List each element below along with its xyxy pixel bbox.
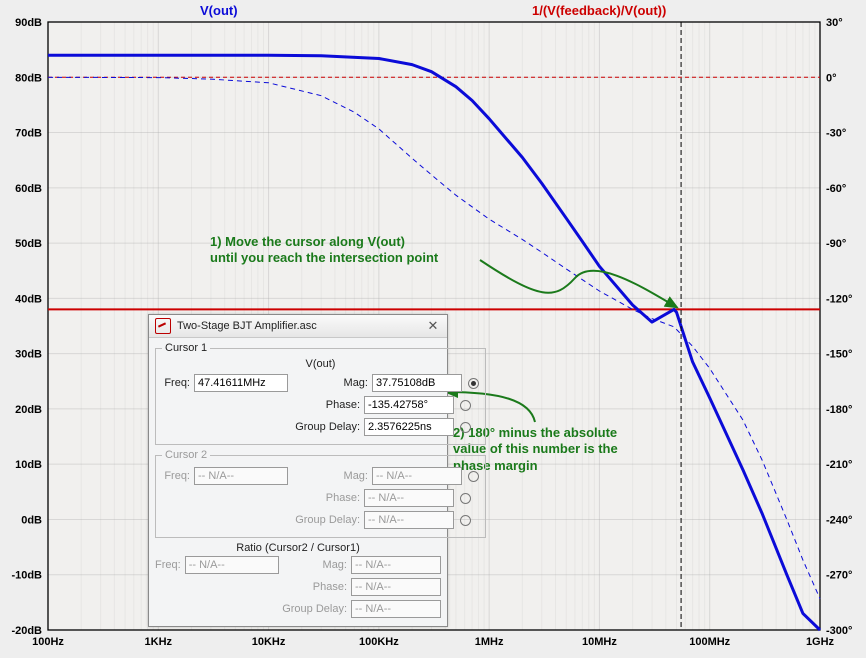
cursor2-group: Cursor 2 Freq: Mag: Phase: Group Delay: <box>155 449 486 538</box>
ratio-mag-label: Mag: <box>289 559 347 571</box>
svg-text:100Hz: 100Hz <box>32 636 64 648</box>
svg-text:80dB: 80dB <box>15 72 42 84</box>
ratio-phase-label: Phase: <box>279 581 347 593</box>
annotation-1-line2: until you reach the intersection point <box>210 250 438 265</box>
dialog-title: Two-Stage BJT Amplifier.asc <box>177 315 317 337</box>
ratio-freq-label: Freq: <box>155 559 181 571</box>
svg-text:-60°: -60° <box>826 183 846 195</box>
c2-gd-input <box>364 511 454 529</box>
c1-phase-label: Phase: <box>290 399 360 411</box>
c1-gd-radio[interactable] <box>460 422 471 433</box>
c2-freq-label: Freq: <box>162 470 190 482</box>
ratio-freq-input <box>185 556 279 574</box>
svg-text:-180°: -180° <box>826 404 852 416</box>
c2-freq-input <box>194 467 288 485</box>
c1-mag-input[interactable] <box>372 374 462 392</box>
c2-mag-radio <box>468 471 479 482</box>
svg-text:50dB: 50dB <box>15 238 42 250</box>
ltspice-icon <box>155 318 171 334</box>
close-icon[interactable]: ✕ <box>425 318 441 334</box>
c2-gd-radio <box>460 515 471 526</box>
annotation-1-line1: 1) Move the cursor along V(out) <box>210 234 405 249</box>
c1-mag-label: Mag: <box>298 377 368 389</box>
c1-mag-radio[interactable] <box>468 378 479 389</box>
svg-text:-150°: -150° <box>826 349 852 361</box>
svg-text:-270°: -270° <box>826 570 852 582</box>
annotation-1: 1) Move the cursor along V(out) until yo… <box>210 234 438 267</box>
svg-text:100KHz: 100KHz <box>359 636 399 648</box>
trace-label-vout: V(out) <box>200 3 238 18</box>
svg-text:-240°: -240° <box>826 514 852 526</box>
cursor1-group: Cursor 1 V(out) Freq: Mag: Phase: Group … <box>155 342 486 445</box>
c2-phase-radio <box>460 493 471 504</box>
c2-phase-input <box>364 489 454 507</box>
svg-text:-10dB: -10dB <box>11 570 42 582</box>
svg-text:10MHz: 10MHz <box>582 636 617 648</box>
svg-text:-120°: -120° <box>826 293 852 305</box>
svg-text:20dB: 20dB <box>15 404 42 416</box>
trace-label-feedback: 1/(V(feedback)/V(out)) <box>532 3 666 18</box>
c1-gd-input[interactable] <box>364 418 454 436</box>
svg-text:60dB: 60dB <box>15 183 42 195</box>
svg-text:-20dB: -20dB <box>11 625 42 637</box>
ratio-mag-input <box>351 556 441 574</box>
c1-freq-input[interactable] <box>194 374 288 392</box>
svg-text:100MHz: 100MHz <box>689 636 730 648</box>
svg-text:70dB: 70dB <box>15 128 42 140</box>
svg-text:10dB: 10dB <box>15 459 42 471</box>
cursor2-legend: Cursor 2 <box>162 449 210 461</box>
svg-text:40dB: 40dB <box>15 293 42 305</box>
svg-text:-30°: -30° <box>826 128 846 140</box>
ratio-header: Ratio (Cursor2 / Cursor1) <box>149 542 447 554</box>
c2-mag-input <box>372 467 462 485</box>
svg-text:30°: 30° <box>826 17 843 29</box>
c2-phase-label: Phase: <box>290 492 360 504</box>
svg-text:0°: 0° <box>826 72 837 84</box>
cursor1-legend: Cursor 1 <box>162 342 210 354</box>
svg-text:30dB: 30dB <box>15 349 42 361</box>
c2-mag-label: Mag: <box>298 470 368 482</box>
c1-gd-label: Group Delay: <box>290 421 360 433</box>
c1-freq-label: Freq: <box>162 377 190 389</box>
svg-text:1MHz: 1MHz <box>475 636 504 648</box>
svg-text:90dB: 90dB <box>15 17 42 29</box>
svg-text:-210°: -210° <box>826 459 852 471</box>
svg-text:0dB: 0dB <box>21 514 42 526</box>
dialog-titlebar[interactable]: Two-Stage BJT Amplifier.asc ✕ <box>149 315 447 338</box>
cursor-dialog[interactable]: Two-Stage BJT Amplifier.asc ✕ Cursor 1 V… <box>148 314 448 627</box>
ratio-gd-input <box>351 600 441 618</box>
ratio-phase-input <box>351 578 441 596</box>
svg-text:-90°: -90° <box>826 238 846 250</box>
c2-gd-label: Group Delay: <box>290 514 360 526</box>
svg-text:10KHz: 10KHz <box>252 636 286 648</box>
svg-text:-300°: -300° <box>826 625 852 637</box>
c1-phase-input[interactable] <box>364 396 454 414</box>
cursor1-trace-label: V(out) <box>162 358 479 370</box>
svg-text:1KHz: 1KHz <box>145 636 173 648</box>
c1-phase-radio[interactable] <box>460 400 471 411</box>
ratio-gd-label: Group Delay: <box>279 603 347 615</box>
svg-text:1GHz: 1GHz <box>806 636 835 648</box>
